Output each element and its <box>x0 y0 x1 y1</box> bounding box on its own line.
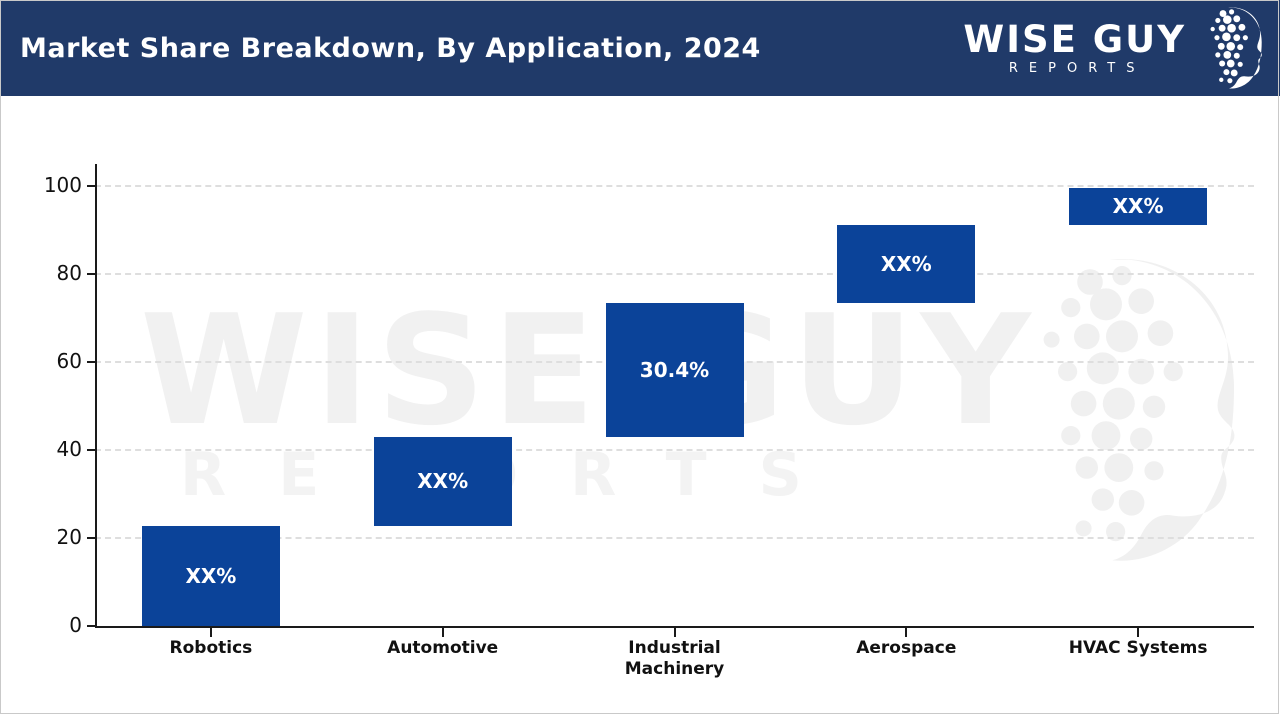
logo-text: WISE GUY REPORTS <box>963 21 1186 76</box>
y-tick-label-80: 80 <box>56 261 82 285</box>
x-axis-tick-4 <box>1137 628 1140 637</box>
bar-value-label: XX% <box>417 469 469 494</box>
category-label-4: HVAC Systems <box>1068 638 1208 658</box>
watermark-wordmark: WISE GUY <box>140 282 1037 459</box>
bar-value-label: XX% <box>185 564 237 589</box>
y-axis-tick-60 <box>87 361 95 363</box>
bar-value-label: XX% <box>880 252 932 277</box>
gridline-40 <box>95 449 1254 451</box>
logo-wordmark: WISE GUY <box>963 17 1186 61</box>
gridline-20 <box>95 537 1254 539</box>
y-tick-label-20: 20 <box>56 525 82 549</box>
y-tick-label-100: 100 <box>43 173 82 197</box>
watermark-head-icon <box>930 210 1250 610</box>
logo-head-icon <box>1180 5 1266 91</box>
bar-value-label: 30.4% <box>639 357 710 382</box>
category-label-1: Automotive <box>387 638 499 658</box>
x-axis-tick-1 <box>441 628 444 637</box>
y-axis-tick-100 <box>87 185 95 187</box>
category-label-0: Robotics <box>169 638 253 658</box>
bar-value-label: XX% <box>1112 194 1164 219</box>
x-axis-tick-2 <box>673 628 676 637</box>
gridline-80 <box>95 273 1254 275</box>
bar-automotive: XX% <box>373 436 512 527</box>
y-axis-line <box>95 164 97 628</box>
x-axis-line <box>95 626 1254 628</box>
category-label-3: Aerospace <box>856 638 957 658</box>
logo-subtitle: REPORTS <box>1008 60 1146 76</box>
y-axis-tick-0 <box>87 625 95 627</box>
y-tick-label-0: 0 <box>69 613 82 637</box>
bar-hvac-systems: XX% <box>1069 187 1208 226</box>
category-label-2: Industrial Machinery <box>624 638 725 679</box>
y-axis-tick-80 <box>87 273 95 275</box>
bar-industrial-machinery: 30.4% <box>605 303 744 437</box>
y-axis-tick-20 <box>87 537 95 539</box>
y-tick-label-40: 40 <box>56 437 82 461</box>
bar-robotics: XX% <box>141 526 280 626</box>
header-bar: Market Share Breakdown, By Application, … <box>0 0 1280 96</box>
waterfall-chart: 0 20 40 60 80 100 XX% Robotics XX% Automotive 30.4… <box>0 96 1280 720</box>
y-tick-label-60: 60 <box>56 349 82 373</box>
y-axis-tick-40 <box>87 449 95 451</box>
wise-guy-logo: WISE GUY REPORTS <box>963 5 1280 91</box>
x-axis-tick-3 <box>905 628 908 637</box>
bar-aerospace: XX% <box>837 225 976 304</box>
x-axis-tick-0 <box>209 628 212 637</box>
gridline-100 <box>95 185 1254 187</box>
page-title: Market Share Breakdown, By Application, … <box>20 32 761 64</box>
